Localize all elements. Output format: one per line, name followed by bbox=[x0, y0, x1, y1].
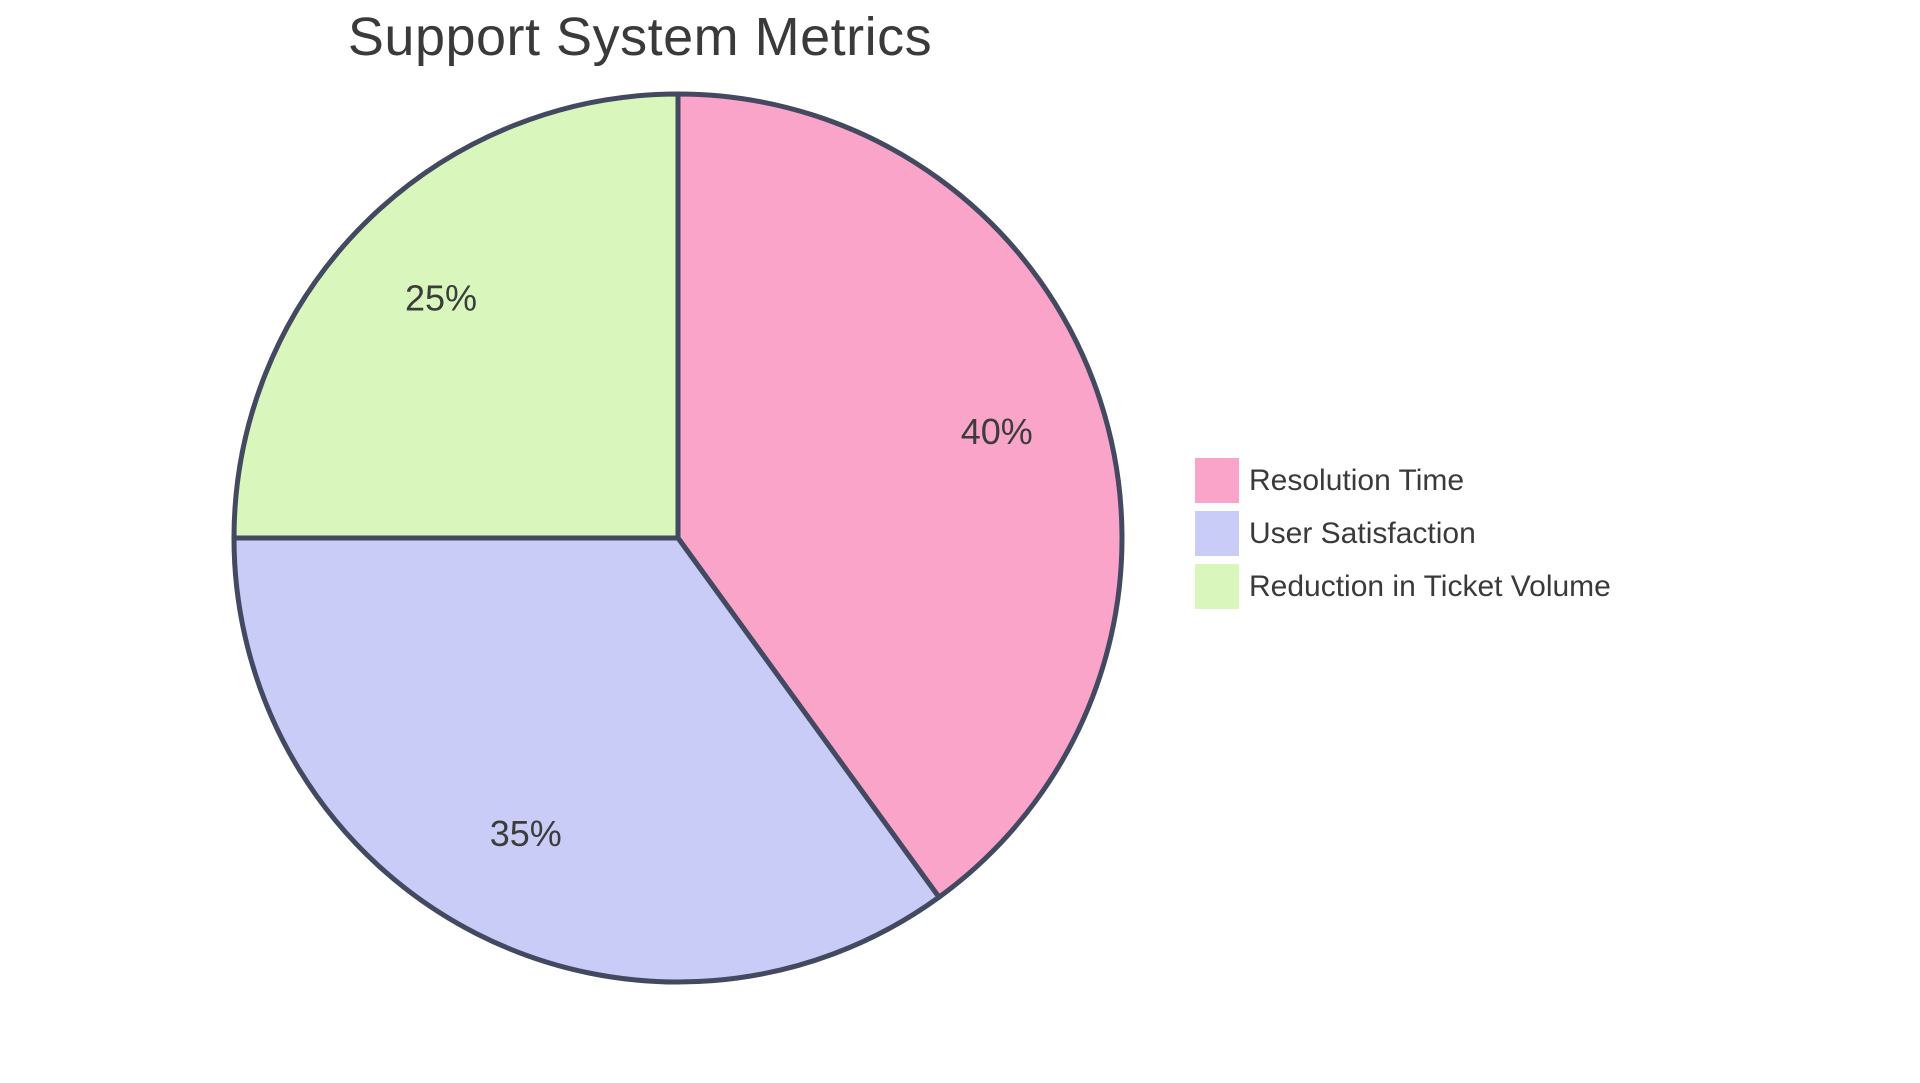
legend-item: User Satisfaction bbox=[1195, 511, 1611, 556]
slice-percent-label: 35% bbox=[490, 813, 562, 854]
legend-label: Resolution Time bbox=[1249, 463, 1465, 497]
slice-percent-label: 25% bbox=[405, 278, 477, 319]
chart-title: Support System Metrics bbox=[347, 7, 933, 67]
legend: Resolution Time User Satisfaction Reductio… bbox=[1195, 458, 1611, 609]
legend-label: User Satisfaction bbox=[1249, 516, 1476, 550]
pie-slice-resolution-time bbox=[675, 91, 1125, 900]
legend-item: Resolution Time bbox=[1195, 458, 1611, 503]
pie-slice-user-satisfaction bbox=[231, 535, 942, 985]
legend-swatch bbox=[1195, 511, 1239, 556]
slice-percent-label: 40% bbox=[961, 411, 1033, 452]
legend-item: Reduction in Ticket Volume bbox=[1195, 564, 1611, 609]
legend-swatch bbox=[1195, 458, 1239, 503]
pie-slice-reduction-in-ticket-volume bbox=[231, 91, 681, 541]
legend-label: Reduction in Ticket Volume bbox=[1249, 569, 1611, 603]
legend-swatch bbox=[1195, 564, 1239, 609]
